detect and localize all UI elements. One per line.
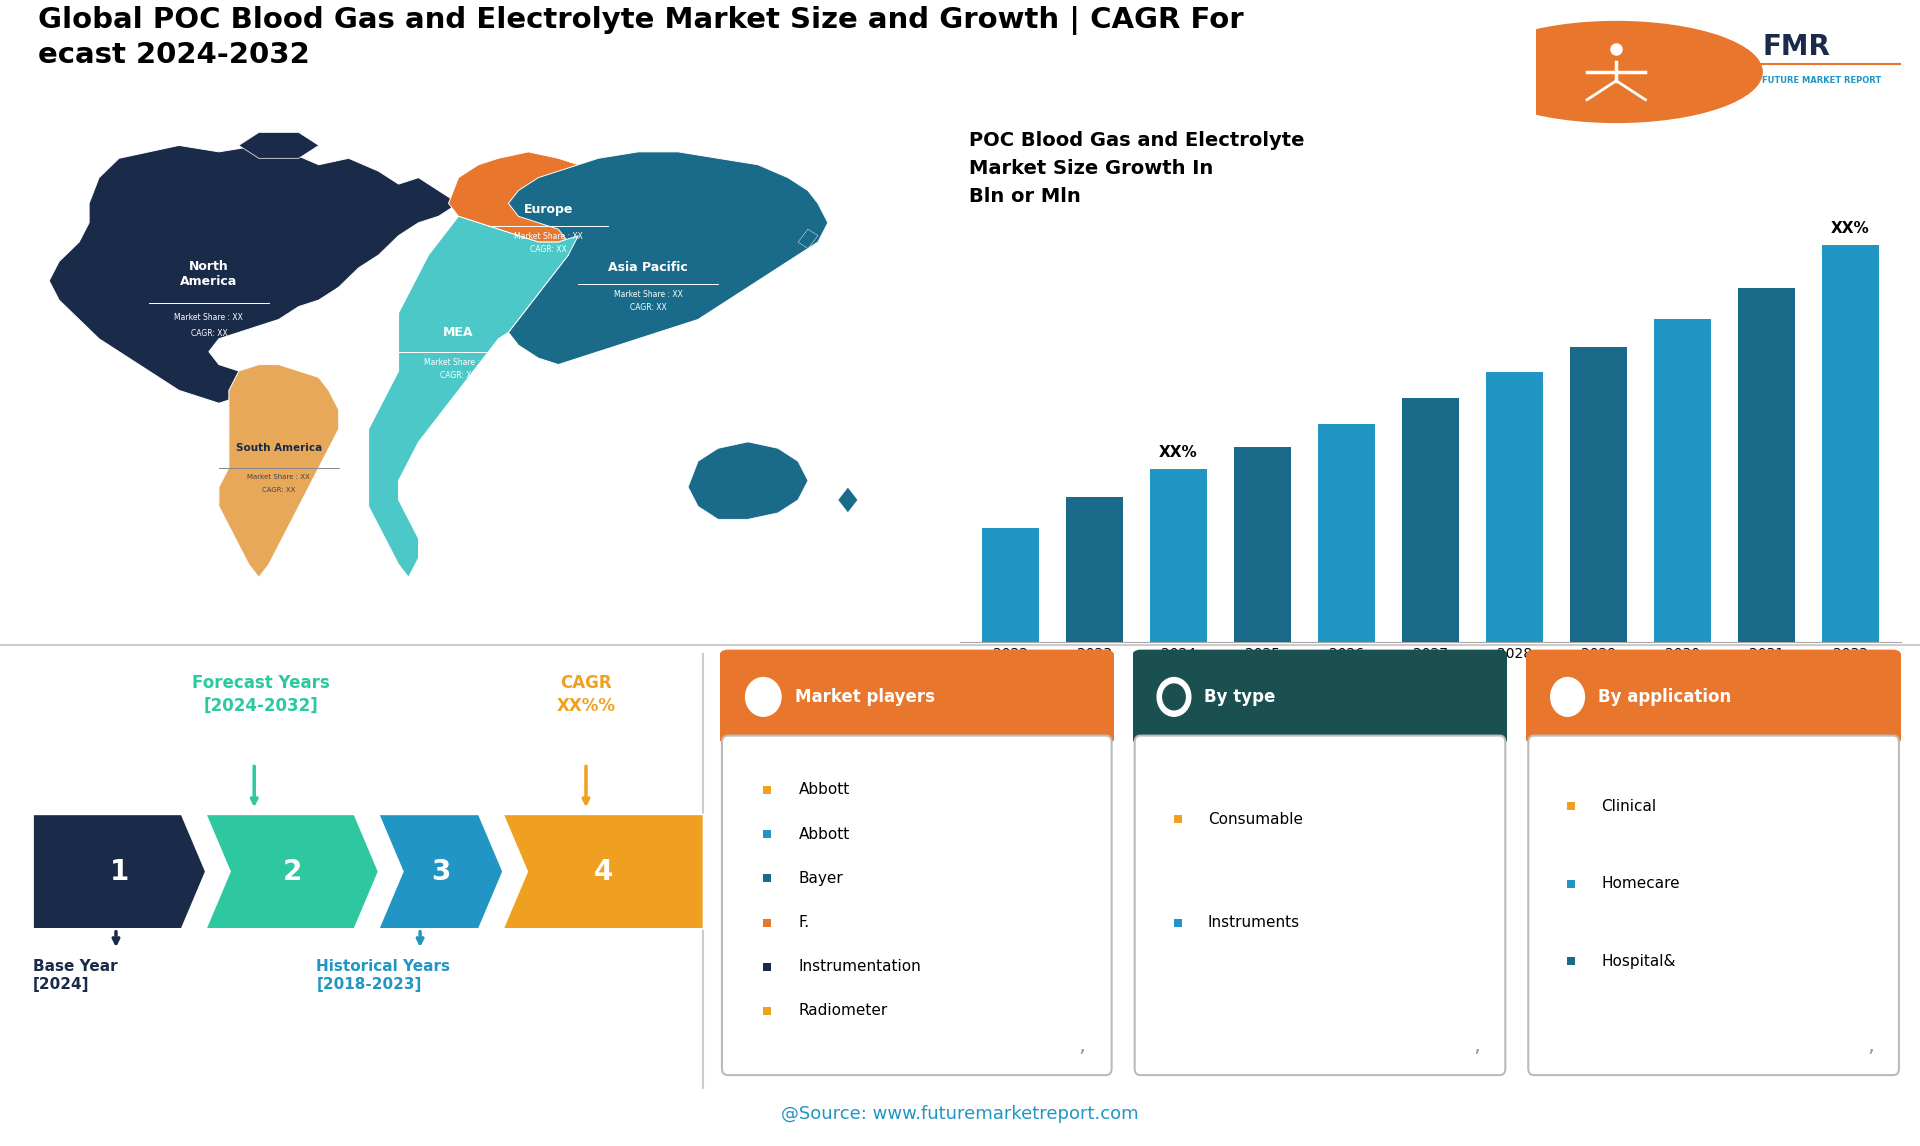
Text: FUTURE MARKET REPORT: FUTURE MARKET REPORT [1763,77,1882,85]
Text: Market Share : XX: Market Share : XX [515,233,584,242]
Text: Consumable: Consumable [1208,811,1302,827]
Text: ,: , [1475,1036,1480,1055]
Text: CAGR
XX%%: CAGR XX%% [557,674,616,715]
Polygon shape [219,364,338,578]
Text: ,: , [1868,1036,1874,1055]
Text: CAGR: XX: CAGR: XX [530,245,566,254]
FancyBboxPatch shape [718,650,1116,744]
Text: North
America: North America [180,260,238,289]
Text: XX%: XX% [1160,446,1198,461]
FancyBboxPatch shape [1528,736,1899,1075]
Polygon shape [369,217,578,578]
Text: Bayer: Bayer [799,871,843,886]
Bar [1738,288,1795,642]
Circle shape [1471,22,1763,123]
Text: 2: 2 [282,857,301,886]
Text: South America: South America [236,444,323,454]
FancyBboxPatch shape [1524,650,1903,744]
Polygon shape [449,151,668,242]
Text: Market players: Market players [795,688,935,706]
Text: ,: , [1079,1036,1085,1055]
Polygon shape [205,815,378,928]
Bar [1066,496,1123,642]
Text: 4: 4 [593,857,612,886]
FancyBboxPatch shape [1131,650,1509,744]
Text: CAGR: XX: CAGR: XX [630,304,666,313]
Text: By application: By application [1597,688,1730,706]
Text: Abbott: Abbott [799,826,851,841]
Bar [1402,398,1459,642]
Text: Market Share : XX: Market Share : XX [424,358,493,367]
Circle shape [1158,677,1190,716]
Bar [1822,245,1880,642]
FancyBboxPatch shape [722,736,1112,1075]
Text: CAGR: XX: CAGR: XX [190,329,227,338]
FancyBboxPatch shape [1135,736,1505,1075]
Polygon shape [33,815,205,928]
Circle shape [1164,684,1185,709]
Bar [1235,447,1290,642]
Text: Instrumentation: Instrumentation [799,959,922,974]
Text: Base Year
[2024]: Base Year [2024] [33,958,117,992]
Circle shape [745,677,781,716]
Bar [1571,347,1626,642]
Text: FMR: FMR [1763,33,1830,61]
Bar [1653,319,1711,642]
Text: F.: F. [799,915,810,931]
Polygon shape [503,815,703,928]
Circle shape [1551,677,1584,716]
Text: Instruments: Instruments [1208,915,1300,931]
Bar [1317,424,1375,642]
Text: Market Share : XX: Market Share : XX [175,313,244,322]
Bar [1486,372,1544,642]
Text: POC Blood Gas and Electrolyte
Market Size Growth In
Bln or Mln: POC Blood Gas and Electrolyte Market Siz… [970,131,1306,206]
Text: By type: By type [1204,688,1275,706]
Bar [981,528,1039,642]
Text: Radiometer: Radiometer [799,1004,887,1019]
Polygon shape [50,146,459,403]
Polygon shape [509,151,828,364]
Polygon shape [378,815,503,928]
Text: CAGR: XX: CAGR: XX [263,487,296,493]
Text: Market Share : XX: Market Share : XX [614,290,684,299]
Text: 3: 3 [432,857,451,886]
Text: Market Share : XX: Market Share : XX [248,474,311,480]
Text: Forecast Years
[2024-2032]: Forecast Years [2024-2032] [192,674,330,715]
Text: Europe: Europe [524,203,572,217]
Polygon shape [837,487,858,513]
Text: Hospital&: Hospital& [1601,953,1676,968]
Text: 1: 1 [109,857,129,886]
Polygon shape [687,442,808,519]
Text: Global POC Blood Gas and Electrolyte Market Size and Growth | CAGR For
ecast 202: Global POC Blood Gas and Electrolyte Mar… [38,6,1244,69]
Polygon shape [238,133,319,158]
Text: CAGR: XX: CAGR: XX [440,371,476,380]
Text: Abbott: Abbott [799,783,851,798]
Text: @Source: www.futuremarketreport.com: @Source: www.futuremarketreport.com [781,1106,1139,1123]
Text: MEA: MEA [444,325,474,339]
Text: XX%: XX% [1832,221,1870,236]
Text: Historical Years
[2018-2023]: Historical Years [2018-2023] [317,958,451,992]
Text: Asia Pacific: Asia Pacific [609,261,687,274]
Bar [1150,470,1208,642]
Text: Clinical: Clinical [1601,799,1657,814]
Text: Homecare: Homecare [1601,877,1680,892]
Polygon shape [799,229,818,249]
